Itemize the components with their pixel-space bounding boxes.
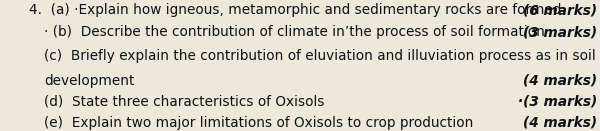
- Text: 4.  (a) ·Explain how igneous, metamorphic and sedimentary rocks are formed: 4. (a) ·Explain how igneous, metamorphic…: [29, 3, 561, 17]
- Text: (4 marks): (4 marks): [523, 74, 597, 88]
- Text: (d)  State three characteristics of Oxisols: (d) State three characteristics of Oxiso…: [44, 95, 325, 109]
- Text: · (b)  Describe the contribution of climate inʼthe process of soil formation: · (b) Describe the contribution of clima…: [44, 25, 545, 39]
- Text: (6 marks): (6 marks): [523, 3, 597, 17]
- Text: ·(3 marks): ·(3 marks): [518, 95, 597, 109]
- Text: (4 marks): (4 marks): [523, 116, 597, 130]
- Text: (e)  Explain two major limitations of Oxisols to crop production: (e) Explain two major limitations of Oxi…: [44, 116, 473, 130]
- Text: (c)  Briefly explain the contribution of eluviation and illuviation process as i: (c) Briefly explain the contribution of …: [44, 49, 600, 63]
- Text: (3 marks): (3 marks): [523, 25, 597, 39]
- Text: development: development: [44, 74, 134, 88]
